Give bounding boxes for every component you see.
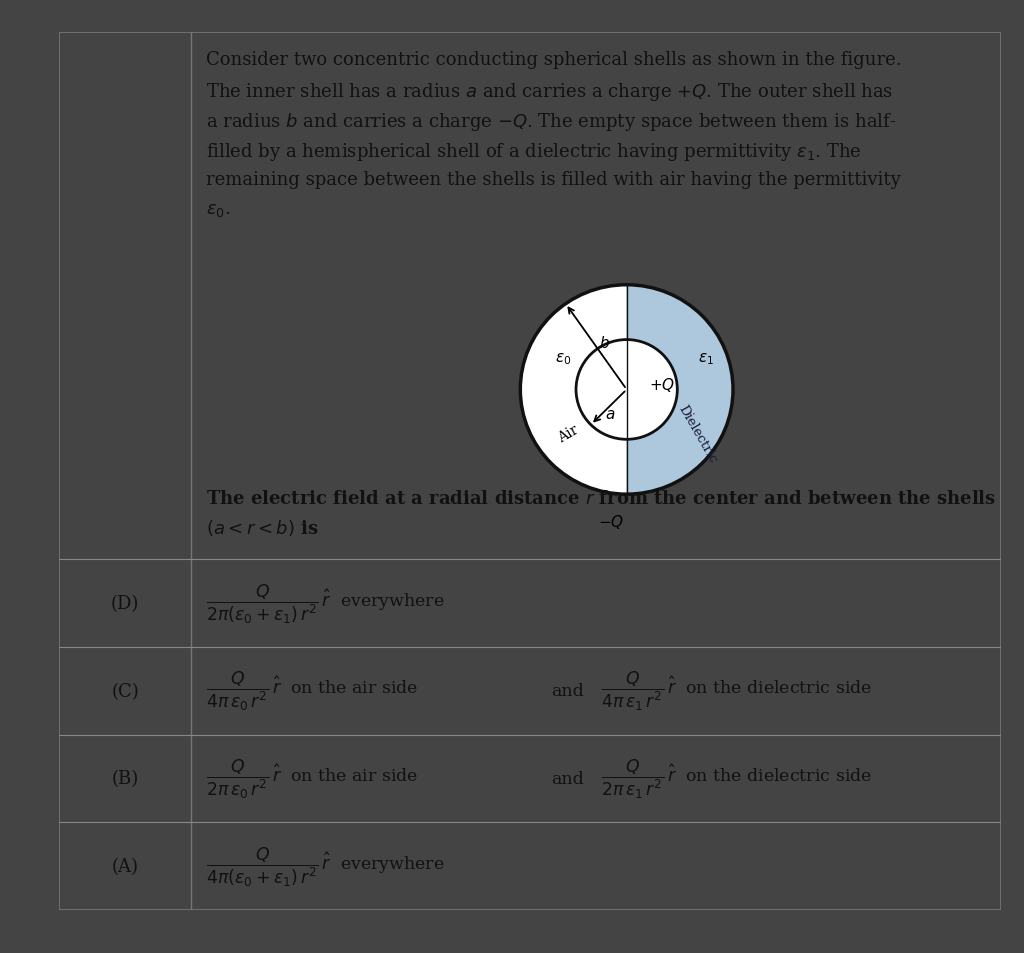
Text: $\dfrac{Q}{2\pi\,\varepsilon_0\,r^2}\,\hat{r}$  on the air side: $\dfrac{Q}{2\pi\,\varepsilon_0\,r^2}\,\h… [206, 757, 419, 801]
Text: Dielectric: Dielectric [676, 402, 720, 465]
Wedge shape [627, 286, 733, 495]
Text: Air: Air [555, 422, 581, 445]
Text: a radius $b$ and carries a charge $-Q$. The empty space between them is half-: a radius $b$ and carries a charge $-Q$. … [206, 112, 897, 133]
Wedge shape [520, 285, 627, 495]
Text: $\varepsilon_1$: $\varepsilon_1$ [698, 351, 715, 367]
Text: $(a < r < b)$ is: $(a < r < b)$ is [206, 517, 318, 537]
Text: (A): (A) [112, 858, 138, 875]
Text: $-Q$: $-Q$ [598, 513, 625, 531]
Text: (B): (B) [112, 770, 139, 787]
Text: The inner shell has a radius $a$ and carries a charge $+Q$. The outer shell has: The inner shell has a radius $a$ and car… [206, 81, 894, 103]
Text: and: and [551, 682, 584, 700]
Text: (C): (C) [112, 682, 139, 700]
Text: $\dfrac{Q}{2\pi\,\varepsilon_1\,r^2}\,\hat{r}$  on the dielectric side: $\dfrac{Q}{2\pi\,\varepsilon_1\,r^2}\,\h… [601, 757, 872, 801]
Text: Consider two concentric conducting spherical shells as shown in the figure.: Consider two concentric conducting spher… [206, 51, 902, 70]
Text: The electric field at a radial distance $r$ from the center and between the shel: The electric field at a radial distance … [206, 490, 996, 508]
Text: and: and [551, 770, 584, 787]
Text: $\dfrac{Q}{4\pi\,\varepsilon_0\,r^2}\,\hat{r}$  on the air side: $\dfrac{Q}{4\pi\,\varepsilon_0\,r^2}\,\h… [206, 669, 419, 713]
Text: $+Q$: $+Q$ [649, 376, 675, 394]
Text: $\dfrac{Q}{2\pi(\varepsilon_0+\varepsilon_1)\,r^2}\,\hat{r}$  everywhere: $\dfrac{Q}{2\pi(\varepsilon_0+\varepsilo… [206, 581, 444, 625]
Text: (D): (D) [111, 595, 139, 612]
Text: $b$: $b$ [599, 335, 609, 350]
Text: $a$: $a$ [605, 407, 615, 421]
Text: $\dfrac{Q}{4\pi\,\varepsilon_1\,r^2}\,\hat{r}$  on the dielectric side: $\dfrac{Q}{4\pi\,\varepsilon_1\,r^2}\,\h… [601, 669, 872, 713]
Text: $\dfrac{Q}{4\pi(\varepsilon_0+\varepsilon_1)\,r^2}\,\hat{r}$  everywhere: $\dfrac{Q}{4\pi(\varepsilon_0+\varepsilo… [206, 844, 444, 888]
Text: filled by a hemispherical shell of a dielectric having permittivity $\varepsilon: filled by a hemispherical shell of a die… [206, 141, 862, 163]
Text: $\varepsilon_0$.: $\varepsilon_0$. [206, 201, 230, 219]
Circle shape [577, 340, 677, 440]
Text: remaining space between the shells is filled with air having the permittivity: remaining space between the shells is fi… [206, 171, 901, 189]
Text: $\varepsilon_0$: $\varepsilon_0$ [555, 351, 571, 367]
